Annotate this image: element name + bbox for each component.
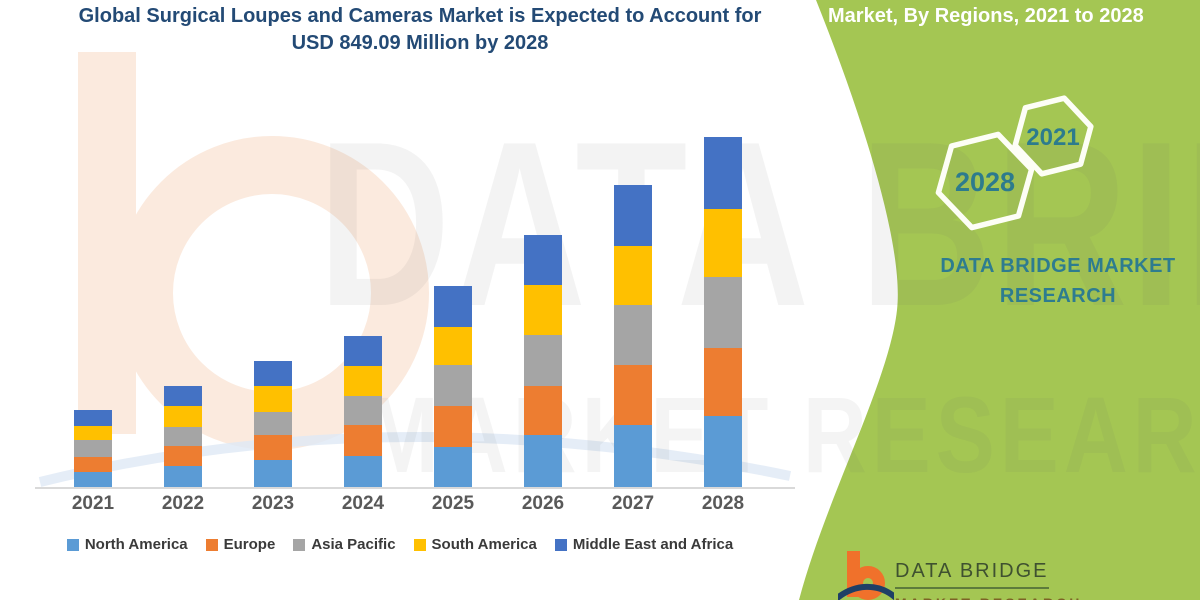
footer-subline-text: MARKET RESEARCH	[895, 595, 1082, 600]
segment-europe-2022	[164, 446, 202, 467]
side-panel-heading: Market, By Regions, 2021 to 2028	[828, 5, 1144, 27]
segment-middle-east-and-africa-2027	[614, 185, 652, 246]
segment-middle-east-and-africa-2023	[254, 360, 292, 387]
legend-label: South America	[431, 536, 537, 553]
segment-middle-east-and-africa-2028	[704, 137, 742, 209]
segment-asia-pacific-2025	[434, 365, 472, 407]
page-title-line2: USD 849.09 Million by 2028	[291, 32, 549, 54]
x-axis-label-text: 2027	[611, 493, 655, 514]
x-axis-label-text: 2025	[431, 493, 475, 514]
legend-swatch-icon	[66, 539, 79, 551]
segment-europe-2025	[434, 406, 472, 448]
databridge-logo: DATA BRIDGE MARKET RESEARCH	[838, 551, 1138, 600]
databridge-b-icon	[838, 551, 894, 600]
legend-label: North America	[84, 536, 188, 553]
segment-asia-pacific-2021	[74, 440, 112, 457]
x-axis-label-text: 2024	[341, 493, 385, 514]
bar-2024	[344, 335, 382, 487]
segment-north-america-2028	[704, 415, 742, 487]
x-axis-label-2023: 2023	[252, 493, 294, 515]
bar-2028	[704, 137, 742, 487]
segment-middle-east-and-africa-2022	[164, 385, 202, 406]
plot-area	[74, 137, 742, 487]
segment-south-america-2028	[704, 208, 742, 278]
segment-north-america-2026	[524, 435, 562, 487]
segment-north-america-2023	[254, 460, 292, 487]
x-axis-label-2028: 2028	[702, 493, 744, 515]
legend-swatch-icon	[205, 539, 218, 551]
segment-south-america-2026	[524, 285, 562, 335]
segment-north-america-2022	[164, 466, 202, 487]
x-axis-label-text: 2023	[251, 493, 295, 514]
green-panel-shape	[799, 0, 1200, 600]
segment-middle-east-and-africa-2026	[524, 235, 562, 286]
x-axis-label-2026: 2026	[522, 493, 564, 515]
segment-south-america-2021	[74, 426, 112, 441]
hexagon-label-2021: 2021	[1026, 124, 1080, 151]
segment-asia-pacific-2022	[164, 426, 202, 447]
legend-label: Europe	[223, 536, 276, 553]
segment-north-america-2025	[434, 447, 472, 487]
segment-middle-east-and-africa-2021	[74, 410, 112, 427]
segment-europe-2024	[344, 425, 382, 457]
segment-south-america-2025	[434, 327, 472, 366]
x-axis-label-text: 2028	[701, 493, 745, 514]
segment-middle-east-and-africa-2024	[344, 335, 382, 366]
segment-south-america-2027	[614, 245, 652, 305]
segment-middle-east-and-africa-2025	[434, 285, 472, 328]
legend-label: Middle East and Africa	[572, 536, 734, 553]
bar-2027	[614, 185, 652, 487]
segment-asia-pacific-2027	[614, 304, 652, 366]
legend-swatch-icon	[413, 539, 426, 551]
side-panel-brand-text: DATA BRIDGE MARKET RESEARCH	[940, 255, 1176, 307]
segment-europe-2026	[524, 386, 562, 436]
segment-south-america-2024	[344, 365, 382, 396]
segment-asia-pacific-2023	[254, 411, 292, 436]
segment-north-america-2021	[74, 472, 112, 487]
legend-item-middle-east-and-africa: Middle East and Africa	[554, 536, 734, 553]
segment-south-america-2022	[164, 405, 202, 427]
footer-brand-text: DATA BRIDGE	[895, 560, 1049, 589]
swoosh-watermark	[38, 432, 792, 487]
bar-2025	[434, 285, 472, 487]
x-axis-label-text: 2022	[161, 493, 205, 514]
segment-europe-2027	[614, 365, 652, 426]
segment-south-america-2023	[254, 386, 292, 412]
bar-2022	[164, 385, 202, 487]
segment-europe-2021	[74, 456, 112, 473]
x-axis-label-2027: 2027	[612, 493, 654, 515]
page-title-line1: Global Surgical Loupes and Cameras Marke…	[78, 5, 762, 27]
page-title: Global Surgical Loupes and Cameras Marke…	[40, 3, 800, 57]
bar-2023	[254, 360, 292, 487]
x-axis-labels: 2021 2022 2023 2024 2025 2026 2027 2028	[72, 493, 744, 515]
bar-2021	[74, 410, 112, 487]
chart-legend: North America Europe Asia Pacific South Ame…	[0, 536, 800, 553]
segment-europe-2023	[254, 435, 292, 461]
legend-label: Asia Pacific	[311, 536, 396, 553]
x-axis-line	[35, 487, 795, 489]
legend-item-north-america: North America	[66, 536, 188, 553]
hexagon-label-2028: 2028	[954, 167, 1016, 197]
legend-swatch-icon	[293, 539, 306, 551]
segment-europe-2028	[704, 348, 742, 416]
segment-asia-pacific-2028	[704, 277, 742, 349]
legend-item-asia-pacific: Asia Pacific	[293, 536, 396, 553]
x-axis-label-2022: 2022	[162, 493, 204, 515]
logo-swoosh-icon	[838, 583, 894, 600]
segment-asia-pacific-2026	[524, 334, 562, 387]
legend-item-europe: Europe	[205, 536, 276, 553]
x-axis-label-text: 2021	[71, 493, 115, 514]
x-axis-label-2021: 2021	[72, 493, 114, 515]
legend-item-south-america: South America	[413, 536, 537, 553]
legend-swatch-icon	[554, 539, 567, 551]
segment-asia-pacific-2024	[344, 395, 382, 426]
x-axis-label-2024: 2024	[342, 493, 384, 515]
x-axis-label-text: 2026	[521, 493, 565, 514]
segment-north-america-2024	[344, 456, 382, 487]
segment-north-america-2027	[614, 425, 652, 487]
bar-2026	[524, 235, 562, 487]
x-axis-label-2025: 2025	[432, 493, 474, 515]
